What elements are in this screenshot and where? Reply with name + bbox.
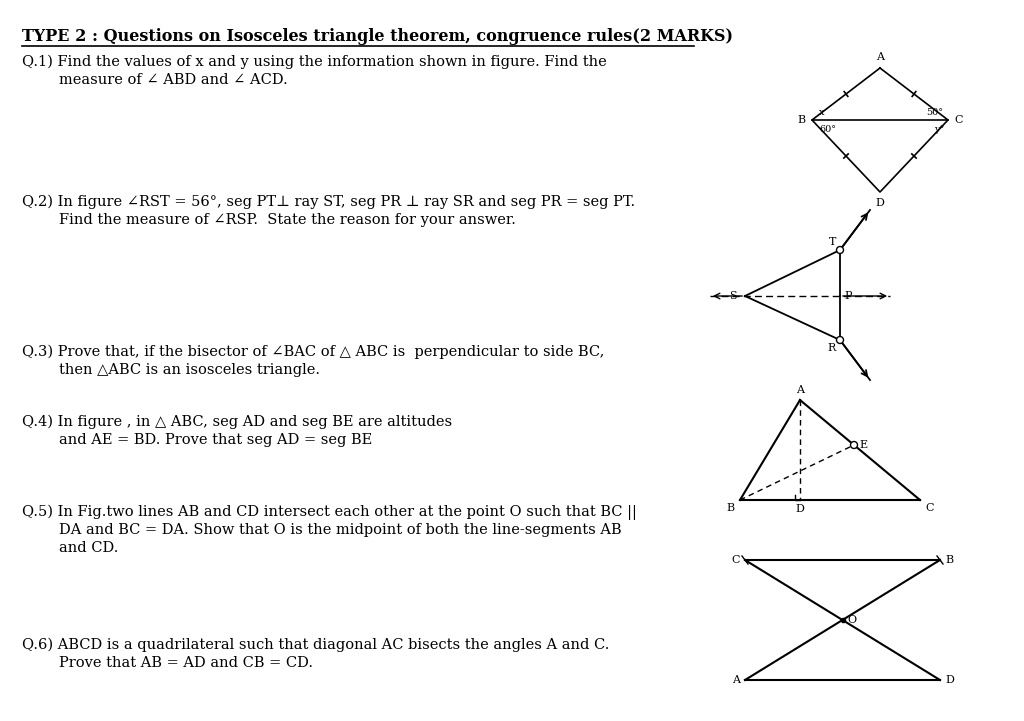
Text: Q.5) In Fig.two lines AB and CD intersect each other at the point O such that BC: Q.5) In Fig.two lines AB and CD intersec… [22,505,637,521]
Text: and CD.: and CD. [22,541,119,555]
Text: Q.6) ABCD is a quadrilateral such that diagonal AC bisects the angles A and C.: Q.6) ABCD is a quadrilateral such that d… [22,638,609,653]
Text: B: B [945,555,953,565]
Text: Prove that AB = AD and CB = CD.: Prove that AB = AD and CB = CD. [22,656,313,670]
Text: y°: y° [934,125,944,134]
Text: Q.1) Find the values of x and y using the information shown in figure. Find the: Q.1) Find the values of x and y using th… [22,55,607,69]
Text: Q.4) In figure , in △ ABC, seg AD and seg BE are altitudes: Q.4) In figure , in △ ABC, seg AD and se… [22,415,453,430]
Text: T: T [828,237,836,247]
Text: Q.2) In figure ∠RST = 56°, seg PT⊥ ray ST, seg PR ⊥ ray SR and seg PR = seg PT.: Q.2) In figure ∠RST = 56°, seg PT⊥ ray S… [22,195,635,209]
Text: A: A [796,385,804,395]
Text: D: D [796,504,805,514]
Text: P: P [844,291,852,301]
Circle shape [837,247,844,254]
Circle shape [851,441,857,448]
Text: B: B [727,503,735,513]
Text: R: R [827,343,836,353]
Text: D: D [876,198,885,208]
Text: C: C [731,555,740,565]
Text: O: O [848,615,857,625]
Text: S: S [729,291,737,301]
Text: C: C [925,503,934,513]
Text: 50°: 50° [926,108,943,117]
Text: x: x [819,108,824,117]
Text: Find the measure of ∠RSP.  State the reason for your answer.: Find the measure of ∠RSP. State the reas… [22,213,516,227]
Text: and AE = BD. Prove that seg AD = seg BE: and AE = BD. Prove that seg AD = seg BE [22,433,373,447]
Text: A: A [732,675,740,685]
Text: C: C [954,115,963,125]
Circle shape [837,337,844,343]
Text: DA and BC = DA. Show that O is the midpoint of both the line-segments AB: DA and BC = DA. Show that O is the midpo… [22,523,622,537]
Text: B: B [798,115,806,125]
Text: E: E [859,440,867,450]
Text: 60°: 60° [819,125,836,134]
Text: then △ABC is an isosceles triangle.: then △ABC is an isosceles triangle. [22,363,319,377]
Text: measure of ∠ ABD and ∠ ACD.: measure of ∠ ABD and ∠ ACD. [22,73,288,87]
Text: TYPE 2 : Questions on Isosceles triangle theorem, congruence rules(2 MARKS): TYPE 2 : Questions on Isosceles triangle… [22,28,733,45]
Text: D: D [945,675,954,685]
Text: Q.3) Prove that, if the bisector of ∠BAC of △ ABC is  perpendicular to side BC,: Q.3) Prove that, if the bisector of ∠BAC… [22,345,604,359]
Text: A: A [876,52,884,62]
